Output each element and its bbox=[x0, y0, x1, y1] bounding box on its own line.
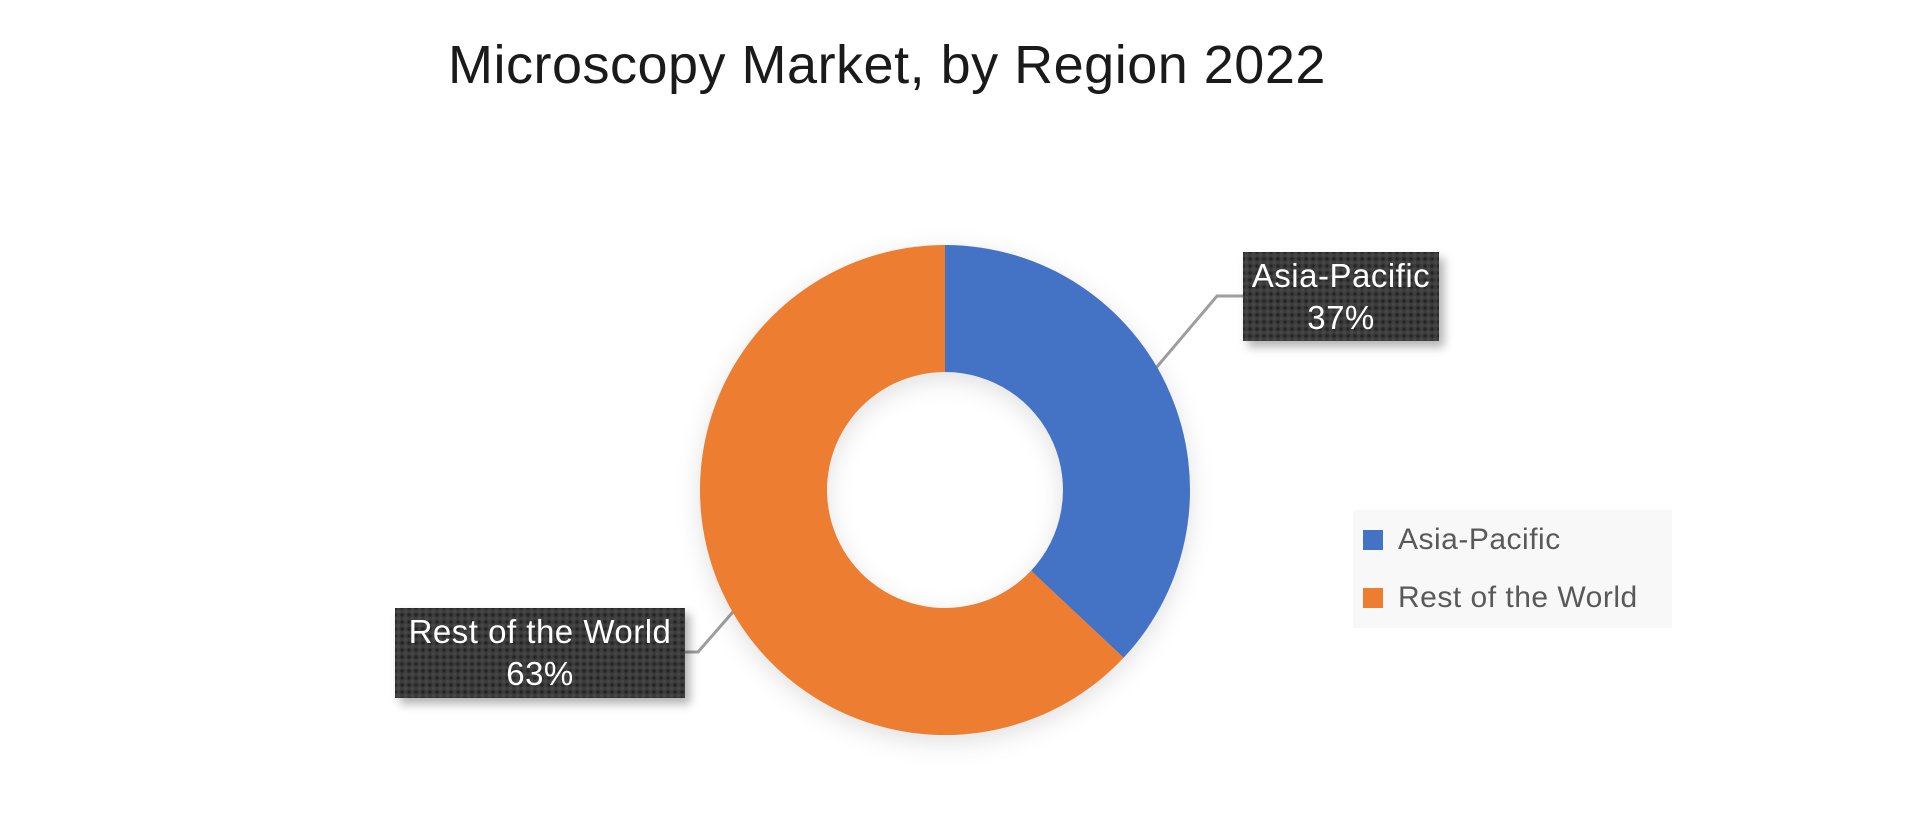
callout-rest-of-world: Rest of the World 63% bbox=[395, 608, 685, 698]
callout-asia-pacific-value: 37% bbox=[1307, 298, 1375, 336]
callout-asia-pacific: Asia-Pacific 37% bbox=[1243, 252, 1439, 341]
legend-swatch-rest-of-world-icon bbox=[1363, 588, 1383, 608]
legend-label-asia-pacific: Asia-Pacific bbox=[1398, 523, 1561, 556]
chart-title: Microscopy Market, by Region 2022 bbox=[448, 35, 1326, 95]
legend-item-rest-of-world: Rest of the World bbox=[1363, 581, 1672, 615]
callout-rest-of-world-label: Rest of the World bbox=[408, 613, 672, 650]
callout-rest-of-world-value: 63% bbox=[506, 655, 574, 692]
legend-item-asia-pacific: Asia-Pacific bbox=[1363, 523, 1672, 557]
donut-slice-rest-of-the-world bbox=[699, 245, 1124, 735]
legend: Asia-Pacific Rest of the World bbox=[1353, 510, 1672, 628]
legend-swatch-asia-pacific-icon bbox=[1363, 530, 1383, 550]
donut-slice-asia-pacific bbox=[945, 245, 1190, 658]
callout-asia-pacific-label: Asia-Pacific bbox=[1251, 256, 1431, 294]
donut-slices bbox=[699, 245, 1190, 735]
legend-label-rest-of-world: Rest of the World bbox=[1398, 581, 1638, 614]
